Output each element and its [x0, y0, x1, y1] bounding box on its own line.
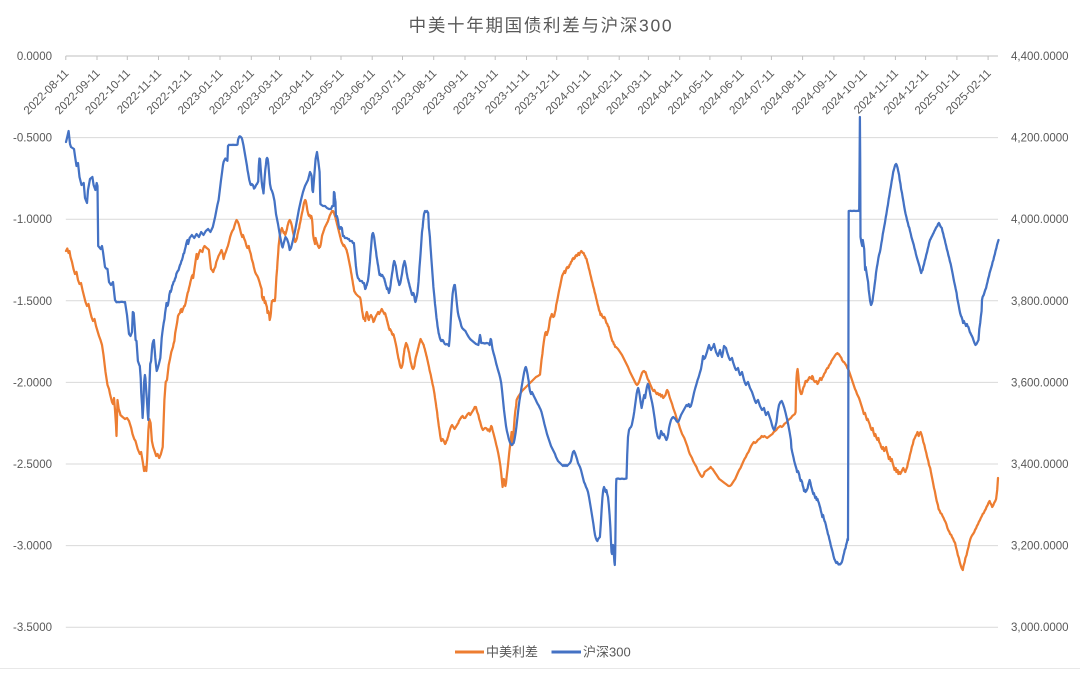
- svg-text:4,200.0000: 4,200.0000: [1011, 133, 1069, 145]
- svg-text:中美利差: 中美利差: [486, 645, 538, 660]
- svg-text:沪深300: 沪深300: [583, 645, 631, 660]
- svg-text:4,000.0000: 4,000.0000: [1011, 214, 1069, 226]
- svg-text:-1.0000: -1.0000: [13, 214, 52, 226]
- svg-text:-3.5000: -3.5000: [13, 622, 52, 634]
- svg-text:-0.5000: -0.5000: [13, 133, 52, 145]
- svg-text:-2.5000: -2.5000: [13, 459, 52, 471]
- svg-text:-3.0000: -3.0000: [13, 541, 52, 553]
- svg-text:3,600.0000: 3,600.0000: [1011, 377, 1069, 389]
- svg-text:3,400.0000: 3,400.0000: [1011, 459, 1069, 471]
- svg-text:4,400.0000: 4,400.0000: [1011, 51, 1069, 63]
- svg-text:0.0000: 0.0000: [17, 51, 52, 63]
- svg-text:3,000.0000: 3,000.0000: [1011, 622, 1069, 634]
- svg-text:-1.5000: -1.5000: [13, 296, 52, 308]
- svg-text:3,800.0000: 3,800.0000: [1011, 296, 1069, 308]
- svg-text:中美十年期国债利差与沪深300: 中美十年期国债利差与沪深300: [409, 16, 674, 36]
- svg-text:3,200.0000: 3,200.0000: [1011, 541, 1069, 553]
- svg-text:-2.0000: -2.0000: [13, 377, 52, 389]
